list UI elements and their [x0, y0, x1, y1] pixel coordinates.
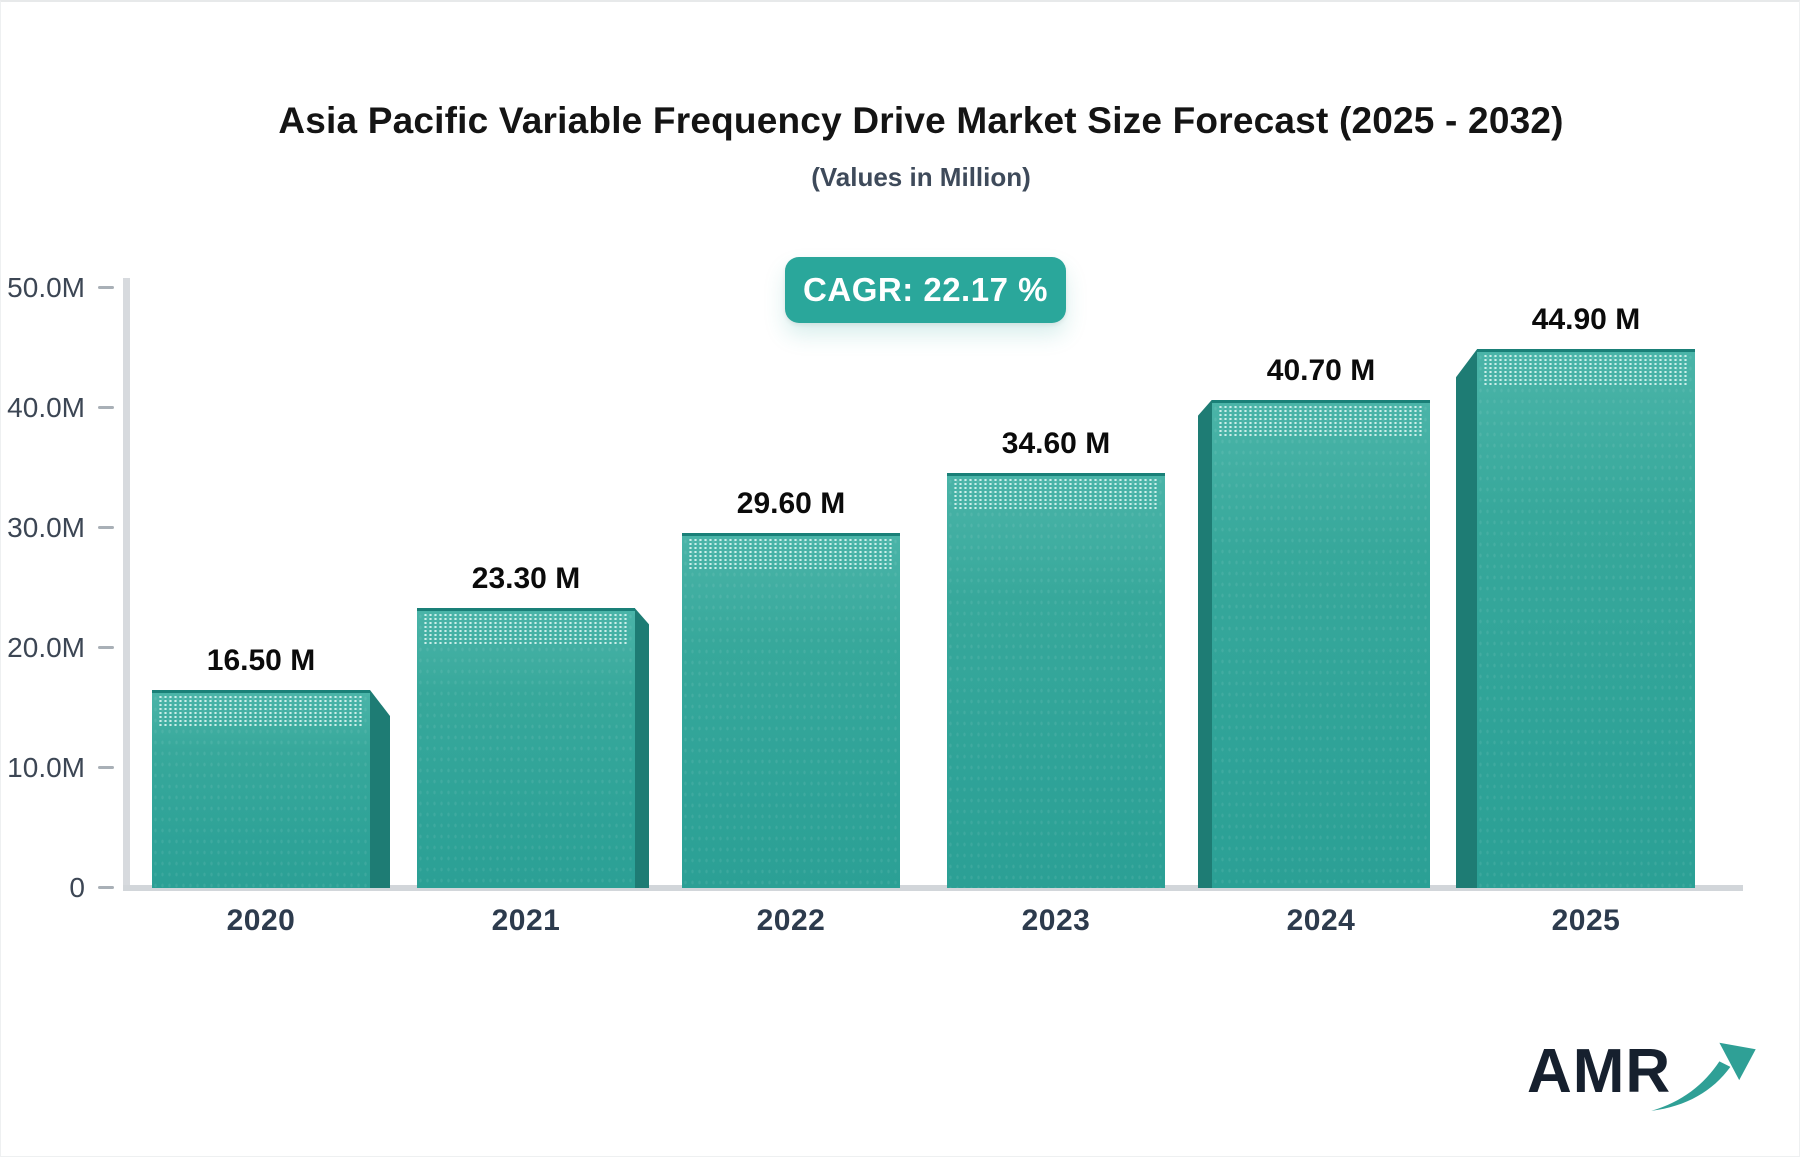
y-axis-tick-mark — [98, 886, 114, 889]
x-axis-label-2024: 2024 — [1286, 904, 1356, 937]
amr-logo-text: AMR — [1527, 1037, 1672, 1106]
y-axis-tick-label: 0 — [69, 872, 85, 903]
y-axis-tick-mark — [98, 766, 114, 769]
x-axis-label-2023: 2023 — [1021, 904, 1091, 937]
bar-side-2021 — [635, 608, 649, 888]
bar-2021 — [417, 608, 635, 888]
growth-arrow-icon — [1651, 1042, 1756, 1111]
bar-value-label-2024: 40.70 M — [1266, 353, 1376, 387]
x-axis-label-2021: 2021 — [491, 904, 561, 937]
bar-value-label-2022: 29.60 M — [736, 486, 846, 520]
bar-side-2024 — [1198, 399, 1212, 888]
x-axis-label-2020: 2020 — [226, 904, 296, 937]
bar-2025 — [1477, 349, 1695, 888]
bar-value-label-2021: 23.30 M — [471, 562, 581, 596]
y-axis-tick-label: 30.0M — [7, 512, 85, 543]
chart-title: Asia Pacific Variable Frequency Drive Ma… — [278, 100, 1564, 141]
bar-side-2025 — [1456, 349, 1477, 888]
y-axis-tick-mark — [98, 526, 114, 529]
bar-side-2020 — [370, 690, 390, 888]
cagr-badge: CAGR: 22.17 % — [785, 257, 1066, 323]
chart-subtitle: (Values in Million) — [811, 162, 1031, 192]
x-axis-label-2025: 2025 — [1551, 904, 1621, 937]
bar-2022 — [682, 532, 900, 889]
bar-value-label-2025: 44.90 M — [1531, 303, 1641, 337]
y-axis-tick-mark — [98, 286, 114, 289]
x-axis-label-2022: 2022 — [756, 904, 826, 937]
bar-2020 — [152, 690, 370, 888]
y-axis-tick-mark — [98, 406, 114, 409]
y-axis-tick-label: 20.0M — [7, 632, 85, 663]
bar-value-label-2020: 16.50 M — [206, 644, 316, 677]
y-axis-tick-label: 10.0M — [7, 752, 85, 783]
y-axis-tick-mark — [98, 646, 114, 649]
y-axis-tick-label: 40.0M — [7, 392, 85, 423]
bar-2023 — [947, 472, 1165, 889]
amr-logo: AMR — [1521, 1032, 1761, 1122]
bar-value-label-2023: 34.60 M — [1001, 426, 1111, 460]
x-axis-baseline — [123, 885, 1743, 891]
y-axis-line — [123, 278, 130, 890]
bar-2024 — [1212, 399, 1430, 889]
y-axis-tick-label: 50.0M — [7, 272, 85, 303]
